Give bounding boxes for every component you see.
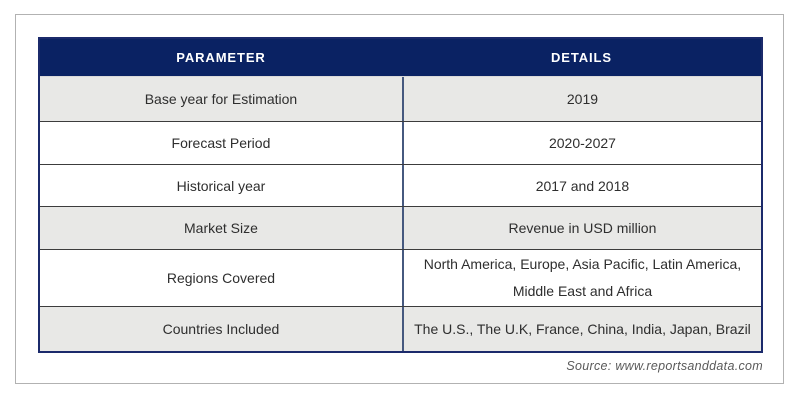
table-row: Forecast Period 2020-2027 bbox=[40, 121, 761, 164]
source-attribution: Source: www.reportsanddata.com bbox=[566, 359, 763, 373]
row-details: 2019 bbox=[401, 77, 761, 121]
table-row: Market Size Revenue in USD million bbox=[40, 206, 761, 249]
table-row: Historical year 2017 and 2018 bbox=[40, 164, 761, 206]
row-parameter: Base year for Estimation bbox=[144, 91, 298, 107]
row-details: 2017 and 2018 bbox=[401, 165, 761, 206]
row-parameter: Forecast Period bbox=[171, 135, 271, 151]
row-details: 2020-2027 bbox=[401, 122, 761, 164]
row-parameter: Regions Covered bbox=[166, 270, 276, 286]
row-details: North America, Europe, Asia Pacific, Lat… bbox=[401, 250, 761, 306]
header-parameter: PARAMETER bbox=[176, 50, 266, 65]
table-row: Base year for Estimation 2019 bbox=[40, 76, 761, 121]
row-parameter: Market Size bbox=[184, 220, 258, 236]
table-row: Regions Covered North America, Europe, A… bbox=[40, 249, 761, 306]
header-details: DETAILS bbox=[550, 50, 612, 65]
row-details: The U.S., The U.K, France, China, India,… bbox=[401, 307, 761, 351]
row-parameter: Countries Included bbox=[162, 321, 280, 337]
report-scope-table: PARAMETER DETAILS Base year for Estimati… bbox=[38, 37, 763, 353]
row-parameter: Historical year bbox=[176, 177, 266, 194]
table-row: Countries Included The U.S., The U.K, Fr… bbox=[40, 306, 761, 351]
row-details: Revenue in USD million bbox=[401, 207, 761, 249]
table-header-row: PARAMETER DETAILS bbox=[40, 39, 761, 76]
